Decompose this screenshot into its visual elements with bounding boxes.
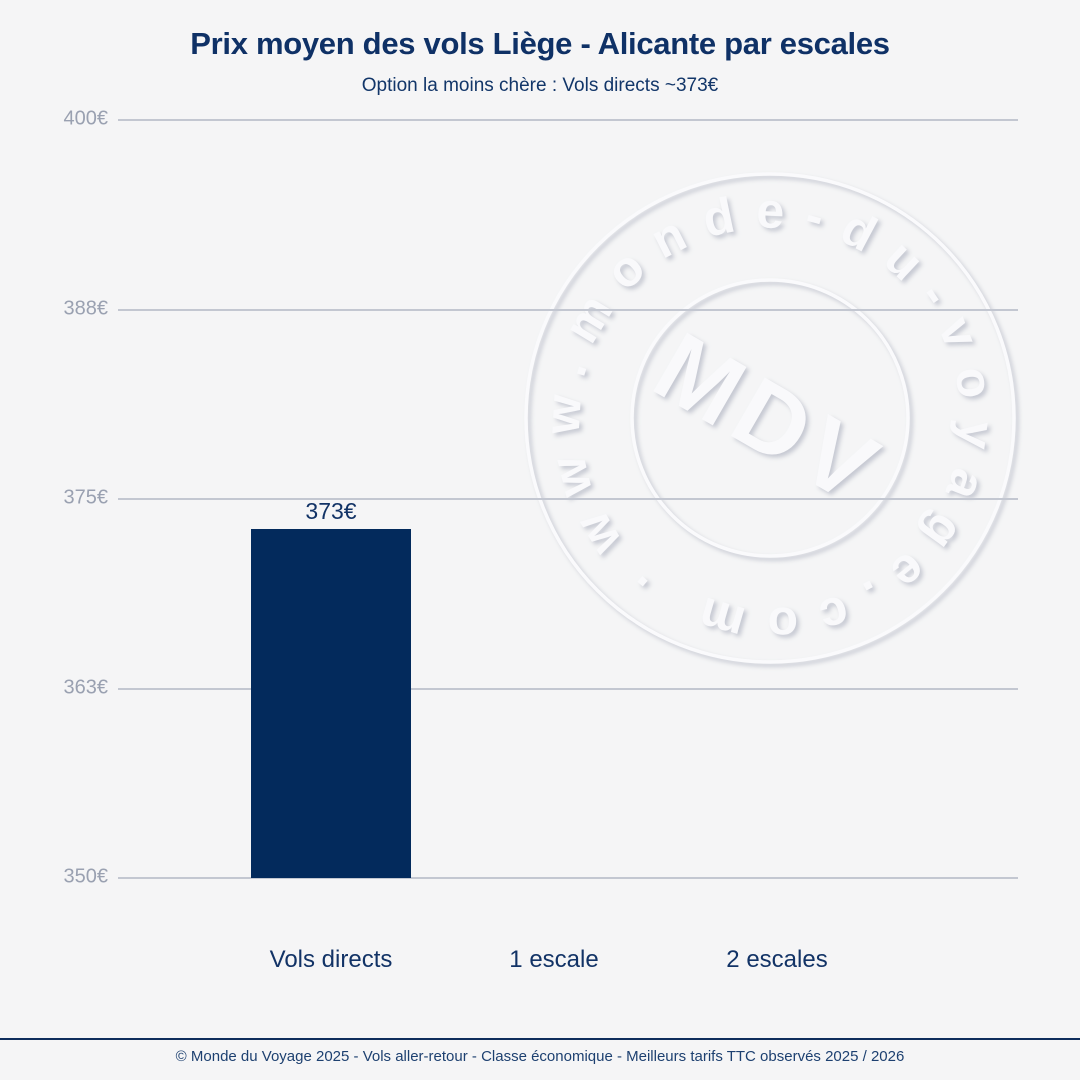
gridline-375- xyxy=(118,498,1018,500)
gridline-388- xyxy=(118,308,1018,311)
chart-title: Prix moyen des vols Liège - Alicante par… xyxy=(190,26,890,61)
y-axis-tick-label: 363€ xyxy=(63,675,109,698)
bar-value-label-vols-directs: 373€ xyxy=(305,498,357,525)
x-axis-category-label-2-escales: 2 escales xyxy=(726,946,828,973)
gridline-400- xyxy=(118,119,1018,121)
bar-vols-directs xyxy=(251,529,411,878)
watermark-stamp: www.monde-du-voyage.com · MDV xyxy=(524,172,1016,664)
gridline-363- xyxy=(118,687,1018,690)
x-axis-category-label-vols-directs: Vols directs xyxy=(269,946,393,973)
x-axis-category-label-1-escale: 1 escale xyxy=(509,946,599,973)
y-axis-tick-label: 375€ xyxy=(63,486,109,509)
y-axis-tick-label: 400€ xyxy=(63,107,109,130)
gridline-350- xyxy=(118,877,1018,879)
footer-copyright: © Monde du Voyage 2025 - Vols aller-reto… xyxy=(175,1048,905,1065)
footer-divider xyxy=(0,1038,1080,1040)
chart-subtitle: Option la moins chère : Vols directs ~37… xyxy=(361,75,719,96)
watermark-outer-ring-icon xyxy=(524,172,1016,664)
y-axis-tick-label: 350€ xyxy=(63,865,109,888)
watermark-inner-ring-icon xyxy=(630,278,910,558)
y-axis-tick-label: 388€ xyxy=(63,296,109,319)
